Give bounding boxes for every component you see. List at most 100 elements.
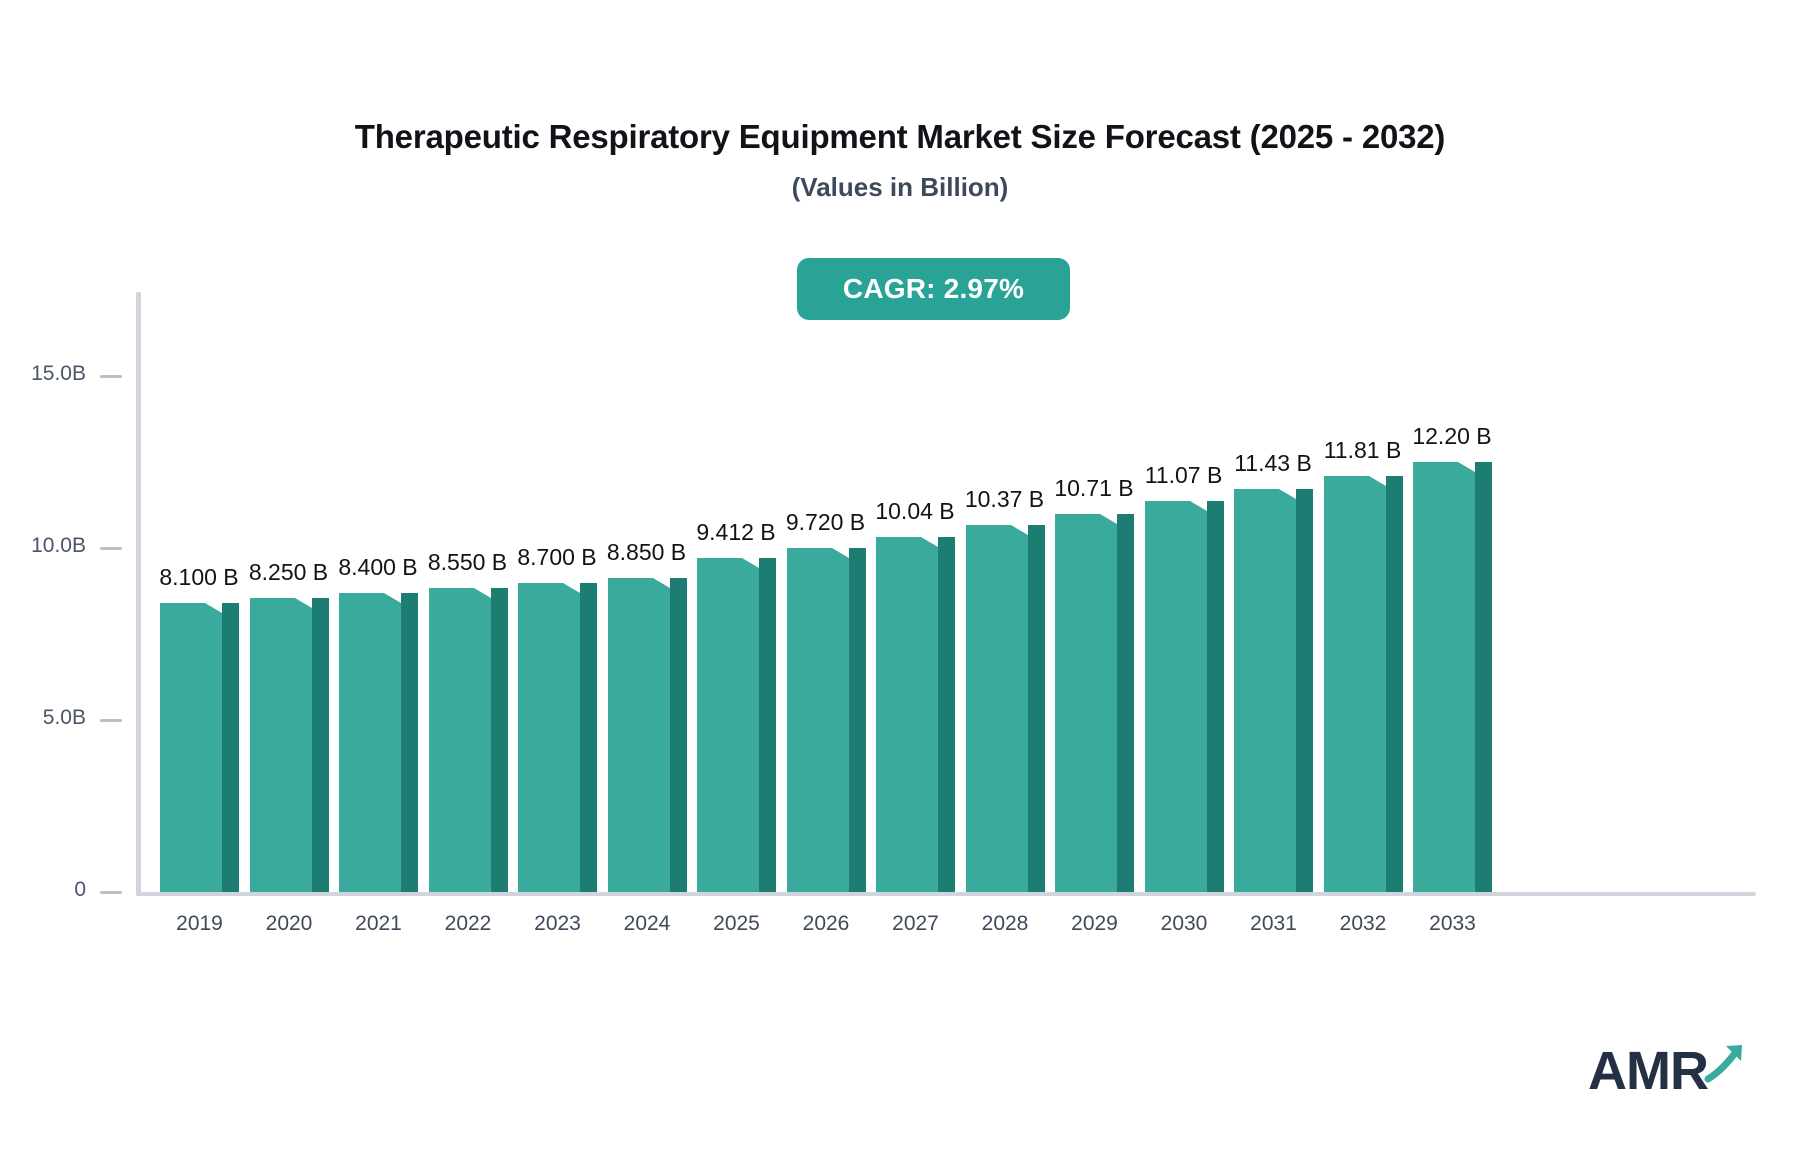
bar-front-face (339, 603, 401, 892)
bar-top-face (1055, 513, 1117, 524)
bar-front-face (607, 587, 670, 892)
bar-top-face (607, 577, 670, 588)
bar-front-face (697, 568, 759, 892)
bar-side-face (669, 577, 687, 892)
bar-front-face (1144, 511, 1207, 892)
bar-side-face (1385, 475, 1403, 892)
y-axis-tick-label: 5.0B (42, 706, 86, 729)
y-axis-tick-mark (100, 891, 122, 894)
bar-front-face (1234, 498, 1296, 892)
bar-top-face (876, 536, 938, 547)
bar-value-label: 8.100 B (159, 564, 239, 591)
bar-side-face (401, 593, 418, 892)
bar-side-face (848, 547, 866, 892)
bar-front-face (428, 597, 491, 892)
x-axis-category-label: 2030 (1160, 912, 1208, 935)
x-axis-category-label: 2032 (1339, 912, 1387, 935)
bar-item[interactable]: 9.720 B 2026 (786, 509, 866, 935)
y-axis-tick-mark (100, 547, 122, 550)
bar-front-face (965, 535, 1028, 892)
x-axis-category-label: 2022 (444, 912, 492, 935)
x-axis-category-label: 2024 (623, 912, 671, 935)
bar-value-label: 11.81 B (1323, 436, 1402, 463)
bar-side-face (1206, 501, 1224, 892)
bar-top-face (518, 582, 580, 593)
bar-front-face (876, 546, 938, 892)
bar-front-face (1055, 523, 1117, 892)
x-axis-category-label: 2027 (892, 912, 939, 935)
bar-top-face (1413, 462, 1475, 473)
x-axis-category-label: 2029 (1071, 912, 1118, 935)
bar-value-label: 9.412 B (696, 519, 776, 546)
y-axis-tick-mark (100, 719, 122, 722)
bar-top-face (428, 587, 491, 598)
bar-front-face (160, 613, 222, 892)
x-axis-category-label: 2026 (802, 912, 850, 935)
bar-front-face (518, 592, 580, 892)
y-axis-line (136, 292, 141, 896)
bar-item[interactable]: 8.850 B 2024 (607, 539, 687, 935)
cagr-badge: CAGR: 2.97% (797, 258, 1070, 320)
bar-value-label: 8.400 B (338, 554, 418, 581)
x-axis-line (136, 892, 1756, 896)
x-axis-category-label: 2031 (1250, 912, 1297, 935)
bar-top-face (965, 525, 1028, 536)
bar-side-face (580, 582, 597, 892)
cagr-badge-label: CAGR: 2.97% (842, 273, 1025, 304)
bar-value-label: 8.250 B (248, 559, 329, 586)
bar-side-face (938, 536, 955, 892)
bar-item[interactable]: 10.04 B 2027 (875, 498, 955, 935)
bar-item[interactable]: 8.400 B 2021 (338, 554, 418, 935)
bar-value-label: 8.850 B (606, 538, 687, 565)
bar-front-face (786, 557, 849, 892)
bar-top-face (1144, 501, 1207, 512)
bar-value-label: 10.04 B (875, 497, 955, 524)
logo-text: AMR (1588, 1041, 1709, 1101)
bar-side-face (311, 598, 329, 892)
bar-value-label: 12.20 B (1412, 423, 1492, 450)
x-axis-category-label: 2028 (981, 912, 1029, 935)
bar-value-label: 11.43 B (1234, 449, 1312, 476)
bar-item[interactable]: 10.37 B 2028 (965, 486, 1045, 935)
x-axis-category-label: 2020 (265, 912, 313, 935)
bar-item[interactable]: 8.100 B 2019 (159, 564, 239, 935)
y-axis-tick-label: 10.0B (31, 534, 86, 557)
x-axis-category-label: 2033 (1429, 912, 1476, 935)
bar-top-face (339, 593, 401, 604)
bar-value-label: 8.550 B (427, 548, 508, 575)
plot-area: 0 5.0B 10.0B 15.0B 8.100 B 2019 8.250 B 2020 8.… (31, 292, 1756, 935)
y-axis-tick-mark (100, 375, 122, 378)
bar-top-face (160, 603, 222, 614)
x-axis-category-label: 2019 (176, 912, 223, 935)
bar-front-face (249, 608, 312, 892)
bar-value-label: 8.700 B (517, 543, 597, 570)
bar-side-face (1027, 525, 1045, 892)
bar-item[interactable]: 12.20 B 2033 (1412, 423, 1492, 935)
amr-logo: AMR (1588, 1039, 1748, 1098)
bar-top-face (1323, 475, 1386, 486)
bar-item[interactable]: 10.71 B 2029 (1054, 475, 1134, 935)
bar-side-face (1117, 513, 1134, 892)
bar-item[interactable]: 8.700 B 2023 (517, 544, 597, 935)
bar-side-face (490, 587, 508, 892)
bar-front-face (1413, 472, 1475, 892)
bar-front-face (1323, 485, 1386, 892)
bar-side-face (222, 603, 239, 892)
bar-top-face (697, 558, 759, 569)
bar-item[interactable]: 9.412 B 2025 (696, 519, 776, 935)
arrow-up-right-icon (1702, 1039, 1748, 1090)
bar-item[interactable]: 11.81 B 2032 (1323, 437, 1403, 935)
bar-value-label: 9.720 B (785, 508, 866, 535)
bar-item[interactable]: 11.07 B 2030 (1144, 462, 1224, 935)
y-axis-tick-label: 15.0B (31, 362, 86, 385)
bar-value-label: 10.71 B (1054, 474, 1134, 501)
y-axis-tick-label: 0 (74, 878, 86, 901)
bar-top-face (249, 598, 312, 609)
bar-side-face (759, 558, 776, 892)
bar-top-face (786, 547, 849, 558)
bar-item[interactable]: 8.550 B 2022 (428, 549, 508, 935)
bar-item[interactable]: 8.250 B 2020 (249, 559, 329, 935)
x-axis-category-label: 2025 (713, 912, 760, 935)
bar-item[interactable]: 11.43 B 2031 (1234, 450, 1313, 935)
